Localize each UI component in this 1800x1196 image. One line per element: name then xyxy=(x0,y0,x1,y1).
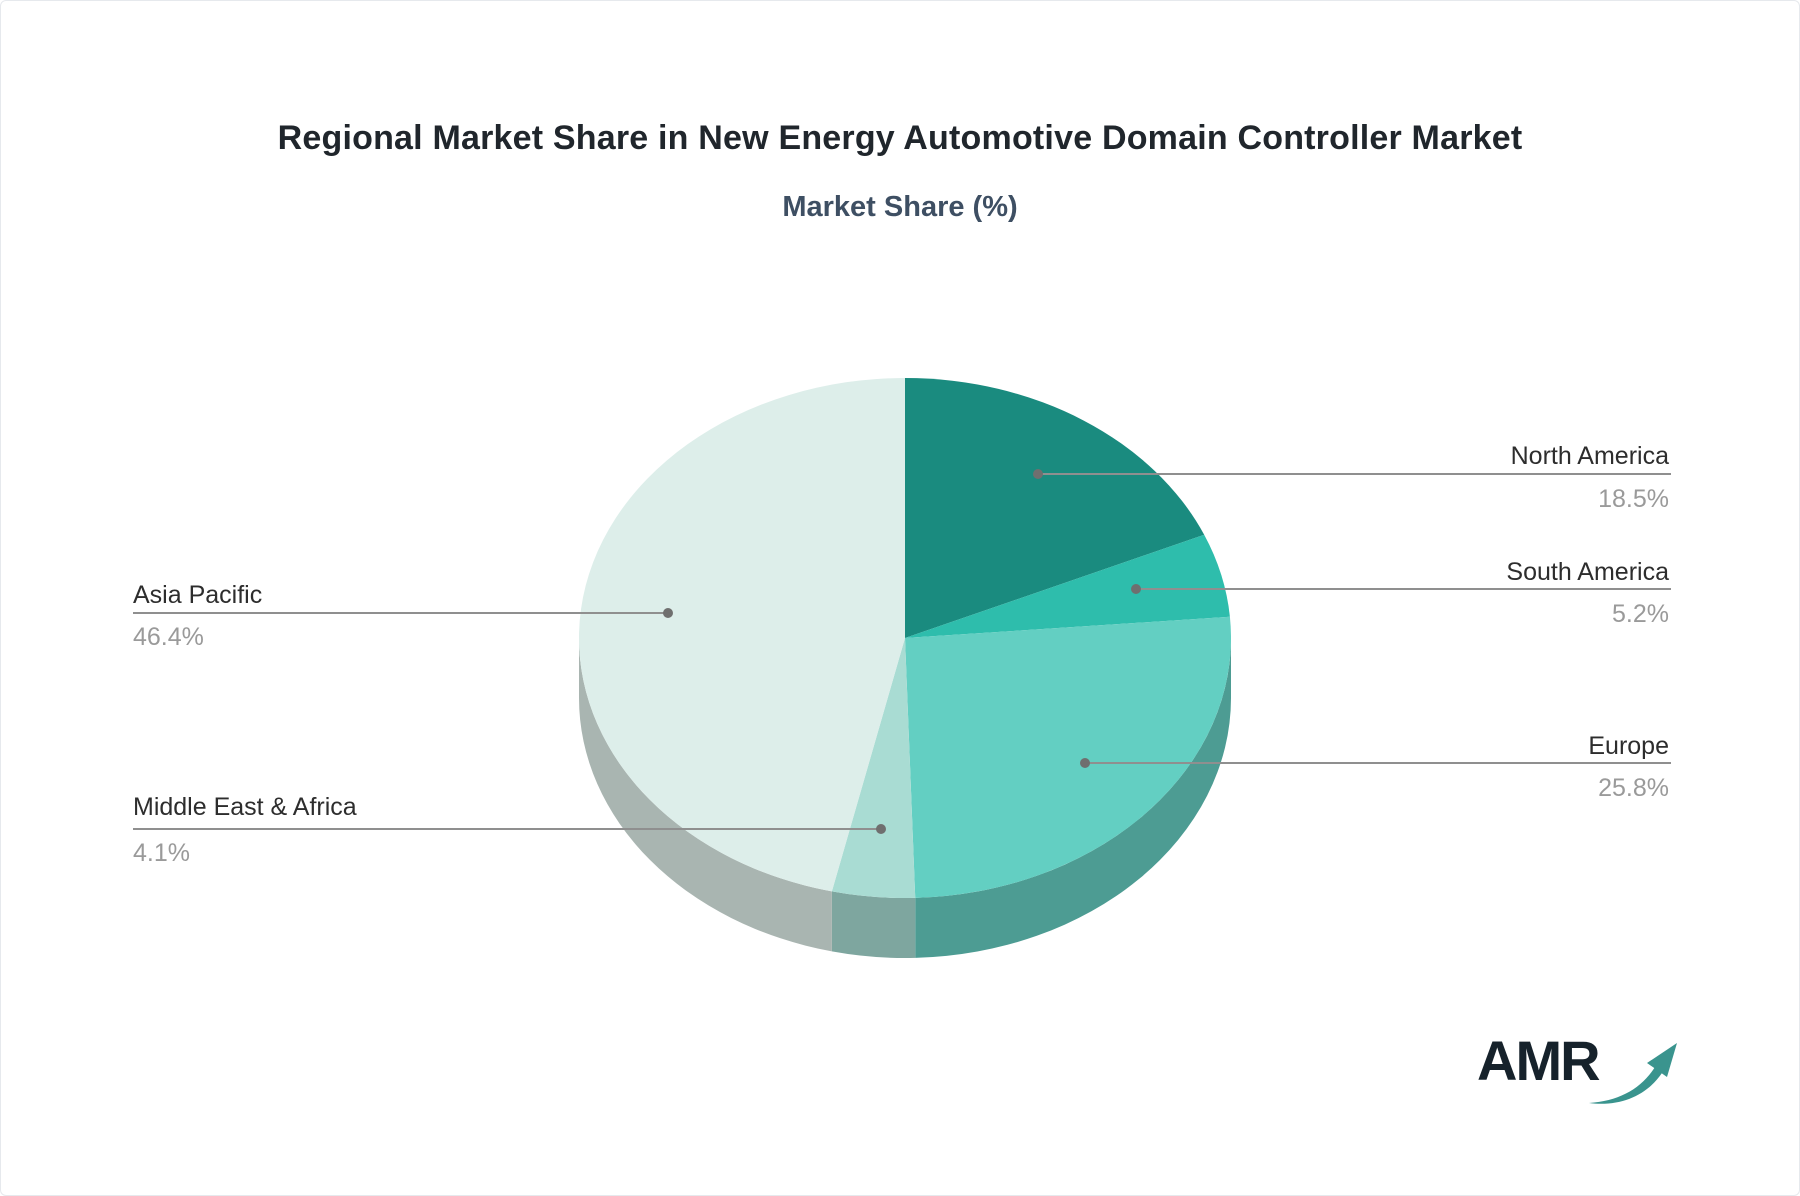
pie-slice-south-america xyxy=(905,534,1230,638)
pie-slice-middle-east-africa xyxy=(831,638,916,898)
label-middle-east-africa-name: Middle East & Africa xyxy=(133,792,357,822)
label-europe-name: Europe xyxy=(1588,731,1669,761)
slice-name: North America xyxy=(1510,442,1669,470)
leader-dot xyxy=(1033,469,1043,479)
pie-slice-asia-pacific xyxy=(578,378,905,892)
amr-logo-text: AMR xyxy=(1477,1029,1601,1092)
leader-dot xyxy=(876,824,886,834)
slice-value: 4.1% xyxy=(133,839,190,867)
label-asia-pacific-value: 46.4% xyxy=(133,622,204,652)
leader-dot xyxy=(1080,758,1090,768)
pie-slice-depth xyxy=(579,638,832,952)
pie-slice-north-america xyxy=(905,378,1205,638)
slice-value: 25.8% xyxy=(1598,774,1669,802)
label-south-america-name: South America xyxy=(1506,557,1669,587)
label-middle-east-africa-value: 4.1% xyxy=(133,838,190,868)
slice-value: 18.5% xyxy=(1598,485,1669,513)
pie-slice-depth xyxy=(915,638,1231,958)
pie-slice-europe xyxy=(905,616,1231,898)
slice-name: Middle East & Africa xyxy=(133,793,357,821)
slice-value: 5.2% xyxy=(1612,600,1669,628)
leader-dot xyxy=(663,608,673,618)
label-north-america-value: 18.5% xyxy=(1598,484,1669,514)
label-north-america-name: North America xyxy=(1511,441,1669,471)
label-europe-value: 25.8% xyxy=(1598,773,1669,803)
chart-title: Regional Market Share in New Energy Auto… xyxy=(277,119,1523,157)
growth-arrow-icon xyxy=(1588,1043,1677,1104)
label-asia-pacific-name: Asia Pacific xyxy=(133,580,262,610)
amr-logo: AMR xyxy=(1477,1031,1685,1109)
pie-slice-depth xyxy=(831,891,916,958)
slice-name: Europe xyxy=(1588,732,1669,760)
slice-name: Asia Pacific xyxy=(133,581,263,609)
slice-name: South America xyxy=(1506,558,1669,586)
label-south-america-value: 5.2% xyxy=(1612,599,1669,629)
slice-value: 46.4% xyxy=(133,623,204,651)
leader-dot xyxy=(1131,584,1141,594)
chart-subtitle: Market Share (%) xyxy=(782,191,1018,223)
